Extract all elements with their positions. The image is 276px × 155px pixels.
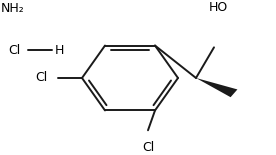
Text: NH₂: NH₂ (1, 2, 25, 15)
Text: HO: HO (208, 1, 228, 14)
Text: H: H (55, 44, 64, 57)
Text: Cl: Cl (142, 141, 154, 154)
Polygon shape (196, 78, 237, 97)
Text: Cl: Cl (8, 44, 20, 57)
Text: Cl: Cl (35, 71, 47, 84)
